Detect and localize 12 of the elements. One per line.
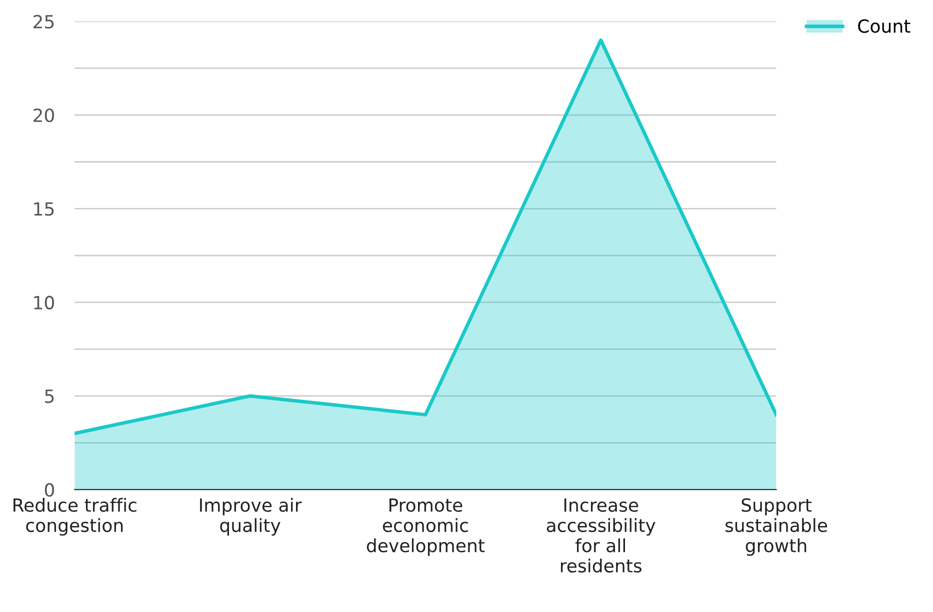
x-tick-label: Increase accessibility for all residents bbox=[546, 498, 656, 573]
x-tick-label: Reduce traffic congestion bbox=[14, 498, 136, 536]
y-tick-label: 0 bbox=[44, 483, 54, 497]
y-tick-label: 10 bbox=[34, 296, 54, 310]
y-tick-label: 20 bbox=[34, 108, 54, 122]
x-tick-label: Promote economic development bbox=[366, 498, 485, 556]
y-tick-label: 15 bbox=[34, 202, 54, 216]
x-tick-label: Improve air quality bbox=[200, 498, 302, 536]
x-tick-label: Support sustainable growth bbox=[725, 498, 828, 556]
y-tick-label: 5 bbox=[45, 390, 54, 404]
y-tick-label: 25 bbox=[34, 14, 54, 29]
legend-label: Count bbox=[858, 19, 910, 33]
